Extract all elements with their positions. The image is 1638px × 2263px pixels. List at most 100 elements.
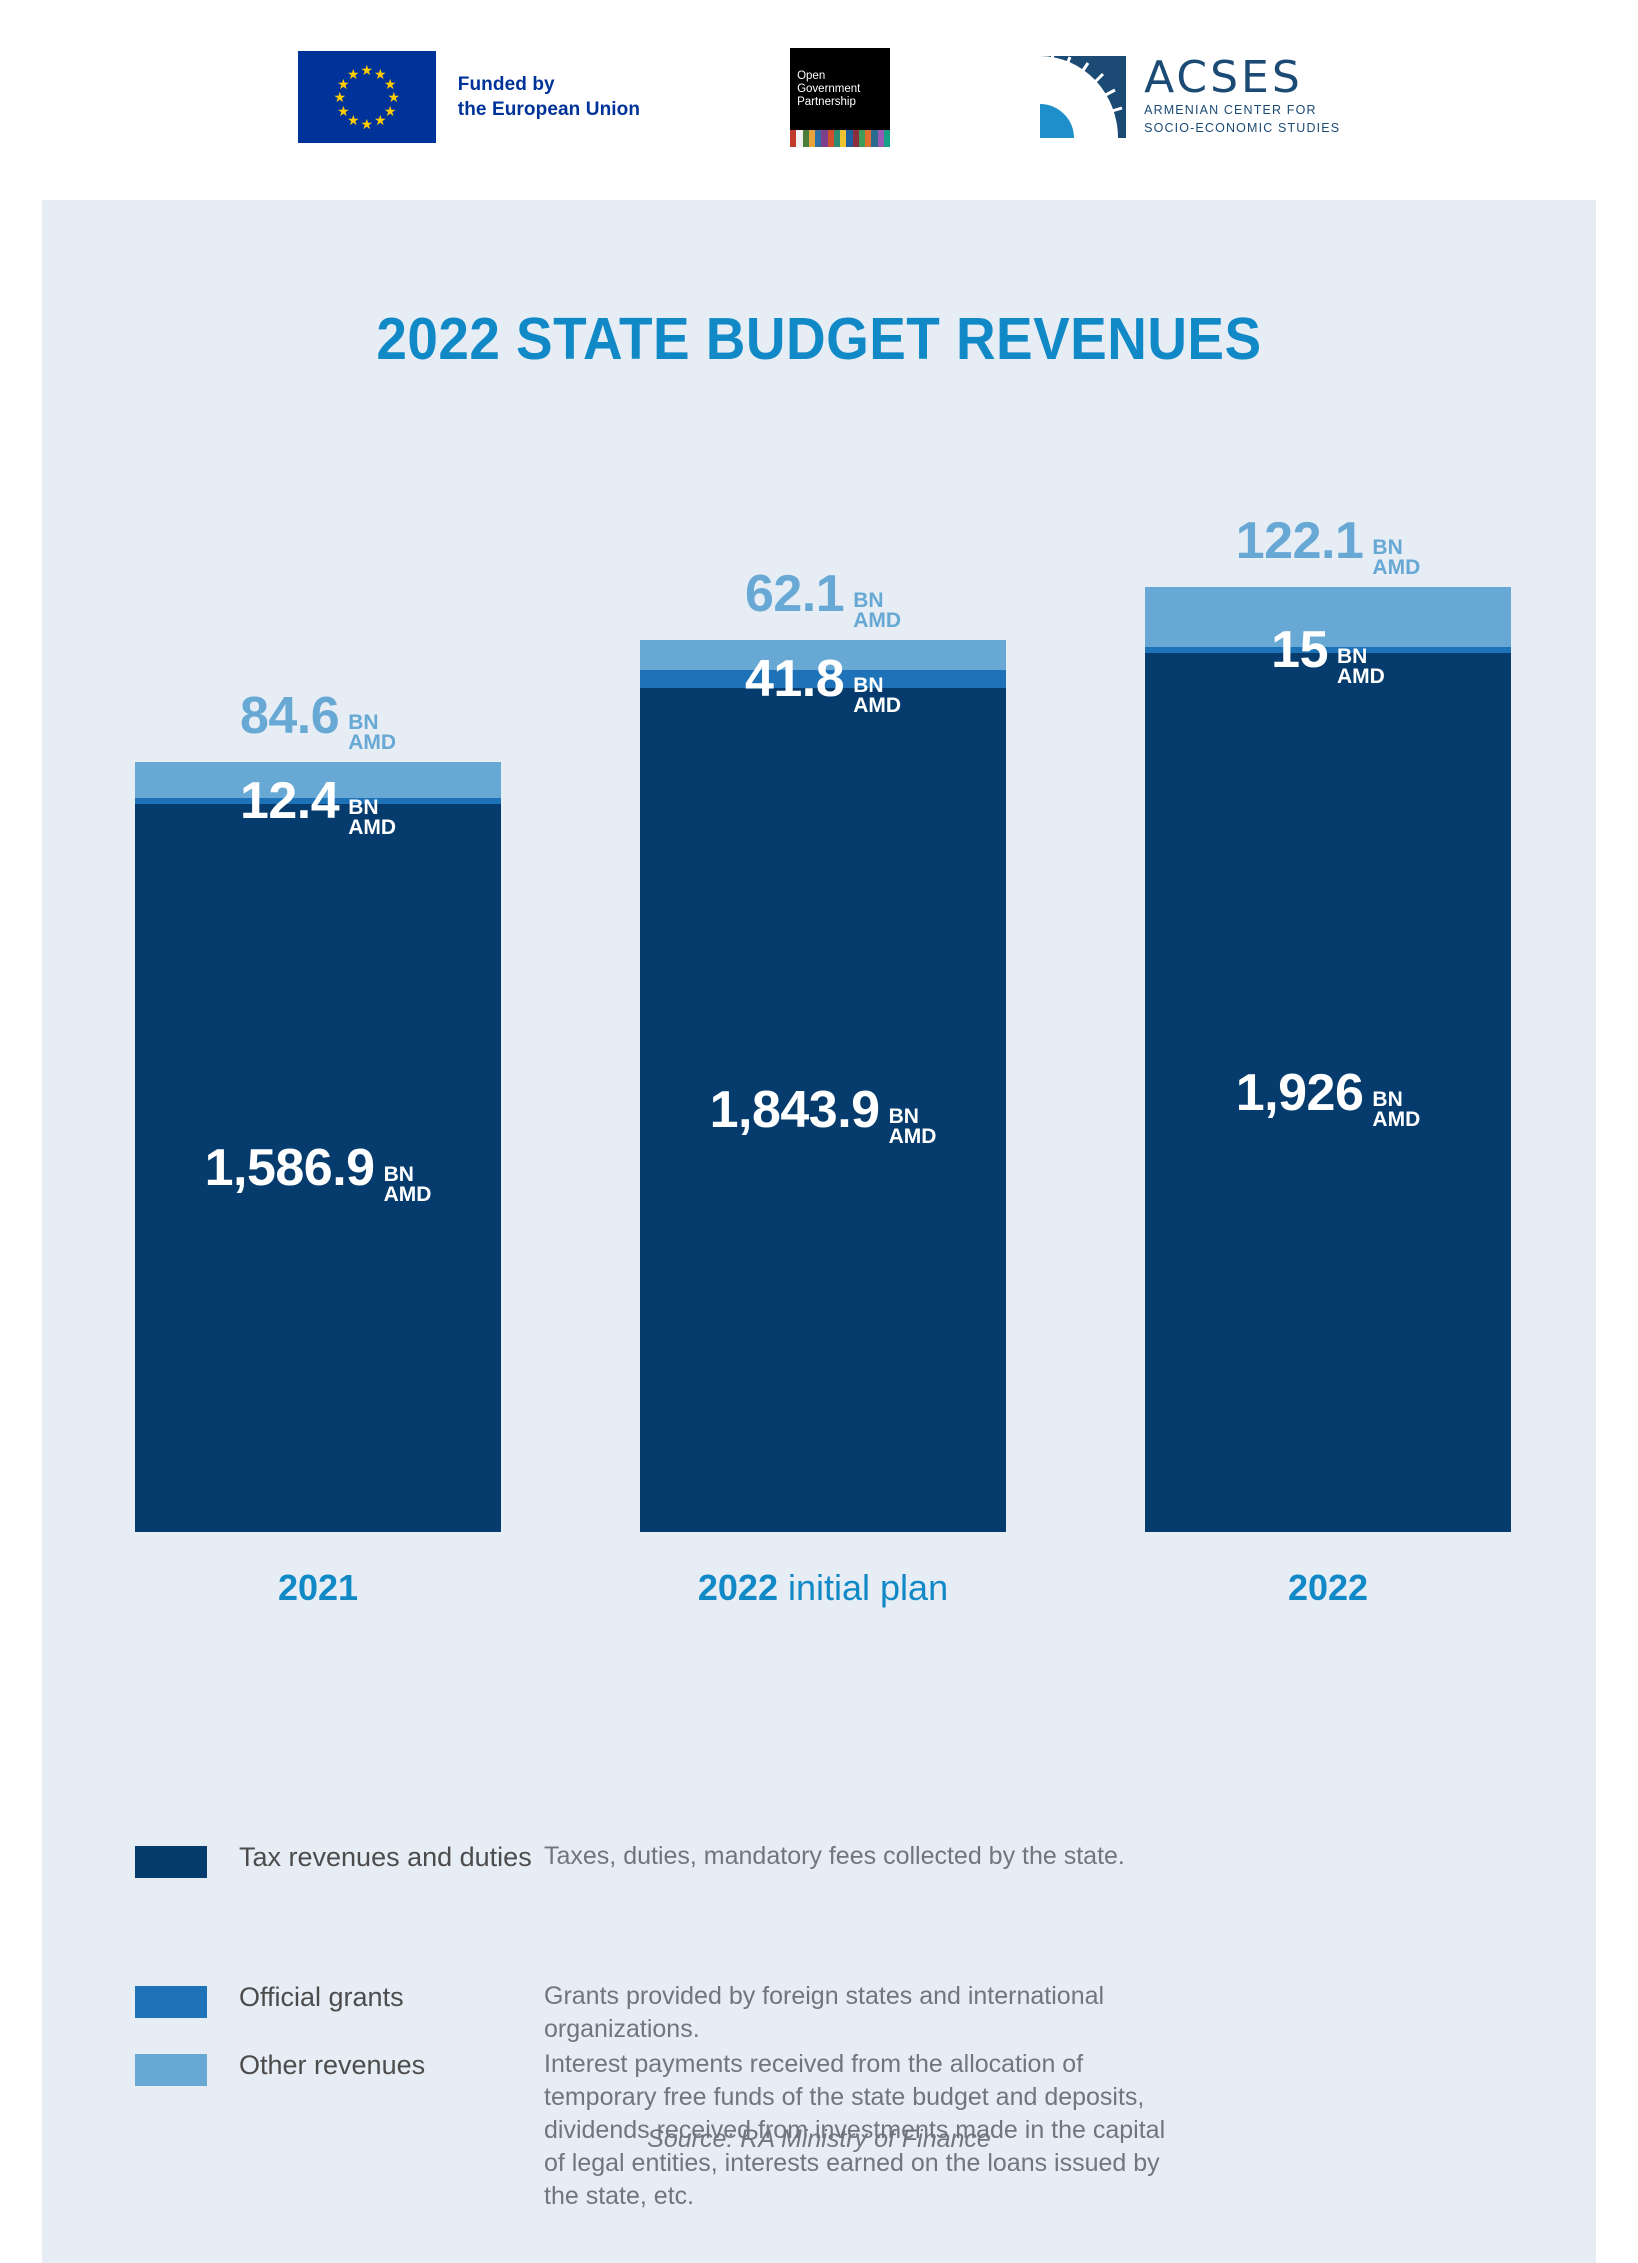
ogp-stripe	[865, 129, 872, 147]
eu-star-icon: ★	[333, 89, 347, 105]
unit-line2: AMD	[1372, 556, 1421, 579]
bar-category-label: 2022	[1145, 1567, 1511, 1609]
unit-label: BN AMD	[853, 589, 902, 632]
bar-group: 122.1 BN AMD 15 BN AMD 1,926 BN AMD 2022	[1145, 200, 1511, 1792]
legend-label: Other revenues	[239, 2050, 426, 2080]
unit-label: BN AMD	[348, 711, 397, 754]
legend-label: Official grants	[239, 1982, 404, 2012]
unit-line2: AMD	[348, 731, 397, 754]
infographic-panel: 2022 STATE BUDGET REVENUES 84.6 BN AMD 12.4…	[42, 200, 1596, 2263]
bar-segment-tax-revenues[interactable]	[640, 688, 1006, 1532]
bar-segment-official-grants[interactable]	[135, 798, 501, 804]
bar-segment-official-grants[interactable]	[1145, 647, 1511, 653]
eu-star-icon: ★	[387, 89, 401, 105]
eu-star-icon: ★	[337, 75, 350, 92]
stacked-bar-chart: 84.6 BN AMD 12.4 BN AMD 1,586.9 BN AMD 2021 62.1 BN…	[42, 200, 1596, 2263]
ogp-stripe	[827, 129, 834, 147]
acses-sub-line1: ARMENIAN CENTER FOR	[1144, 103, 1317, 117]
ogp-stripe	[846, 129, 853, 147]
acses-sub-line2: SOCIO-ECONOMIC STUDIES	[1144, 121, 1341, 135]
eu-star-icon: ★	[373, 65, 387, 82]
acses-logo: ACSES ARMENIAN CENTER FOR SOCIO-ECONOMIC…	[1040, 56, 1340, 138]
bar-group: 62.1 BN AMD 41.8 BN AMD 1,843.9 BN AMD 2022 initi…	[640, 200, 1006, 1792]
page-title: 2022 STATE BUDGET REVENUES	[376, 306, 1262, 372]
bar-segment-tax-revenues[interactable]	[1145, 653, 1511, 1532]
ogp-stripe	[808, 129, 816, 147]
other-revenues-value: 84.6	[239, 687, 340, 745]
acses-name: ACSES	[1144, 52, 1303, 103]
eu-star-icon: ★	[360, 62, 374, 78]
open-government-partnership-logo: Open Government Partnership	[790, 47, 891, 147]
unit-line1: BN	[348, 711, 379, 734]
other-revenues-value: 62.1	[744, 565, 845, 623]
bar-segment-other-revenues[interactable]	[135, 762, 501, 798]
ogp-stripe	[796, 129, 803, 147]
ogp-stripe	[858, 129, 866, 147]
unit-label: BN AMD	[1372, 536, 1421, 579]
source-note: Source: RA Ministry of Finance	[647, 2125, 991, 2153]
eu-star-icon: ★	[373, 112, 387, 129]
bar-segment-other-revenues[interactable]	[1145, 587, 1511, 647]
legend-color-swatch	[135, 1986, 207, 2018]
legend-description: Grants provided by foreign states and in…	[544, 1982, 1105, 2043]
ogp-stripe	[883, 129, 891, 147]
legend-row[interactable]: Official grants Grants provided by foreig…	[42, 1980, 1596, 2046]
category-label-strong: 2021	[277, 1567, 359, 1608]
ogp-stripe	[802, 129, 809, 147]
ogp-stripe	[852, 129, 859, 147]
eu-star-icon: ★	[383, 75, 397, 92]
ogp-stripe	[833, 129, 841, 147]
legend-color-swatch	[135, 1846, 207, 1878]
ogp-line2: Government	[797, 82, 861, 95]
stacked-bar[interactable]	[640, 640, 1006, 1532]
ogp-line1: Open	[797, 69, 826, 82]
other-revenues-total-label: 62.1 BN AMD	[640, 564, 1006, 635]
ogp-black-box: Open Government Partnership	[790, 47, 891, 130]
other-revenues-total-label: 84.6 BN AMD	[135, 686, 501, 757]
bar-category-label: 2021	[135, 1567, 501, 1609]
unit-line1: BN	[1372, 536, 1403, 559]
bar-segment-official-grants[interactable]	[640, 670, 1006, 688]
ogp-stripe	[877, 129, 884, 147]
legend-row[interactable]: Tax revenues and duties Taxes, duties, ma…	[42, 1840, 1596, 1878]
ogp-stripe	[840, 129, 847, 147]
legend-color-swatch	[135, 2054, 207, 2086]
category-label-light: initial plan	[777, 1567, 949, 1608]
legend-description: Interest payments received from the allo…	[544, 2050, 1166, 2210]
eu-star-icon: ★	[346, 112, 360, 129]
unit-line2: AMD	[853, 609, 902, 632]
ogp-stripe	[871, 129, 878, 147]
logo-strip: ★ ★ ★ ★ ★ ★ ★ ★ ★ ★ ★ ★ Funded by the European Unio…	[0, 42, 1638, 152]
stacked-bar[interactable]	[1145, 587, 1511, 1532]
ogp-stripe	[815, 129, 822, 147]
eu-star-icon: ★	[346, 65, 360, 82]
acses-fan-mark-icon	[1040, 56, 1127, 138]
eu-funding-line2: the European Union	[457, 99, 641, 120]
acses-wordmark: ACSES ARMENIAN CENTER FOR SOCIO-ECONOMIC…	[1144, 56, 1340, 138]
category-label-strong: 2022	[697, 1567, 778, 1608]
ogp-line3: Partnership	[797, 95, 856, 108]
eu-star-icon: ★	[337, 102, 350, 119]
ogp-stripe	[790, 129, 797, 147]
eu-funding-logo: ★ ★ ★ ★ ★ ★ ★ ★ ★ ★ ★ ★ Funded by the European Unio…	[297, 51, 640, 143]
bar-group: 84.6 BN AMD 12.4 BN AMD 1,586.9 BN AMD 2021	[135, 200, 501, 1792]
logo-header: ★ ★ ★ ★ ★ ★ ★ ★ ★ ★ ★ ★ Funded by the European Unio…	[0, 0, 1638, 200]
legend-label: Tax revenues and duties	[239, 1842, 532, 1872]
eu-star-icon: ★	[360, 116, 374, 132]
bar-category-label: 2022 initial plan	[640, 1567, 1006, 1609]
unit-line1: BN	[853, 589, 884, 612]
other-revenues-total-label: 122.1 BN AMD	[1145, 511, 1511, 582]
legend-description: Taxes, duties, mandatory fees collected …	[544, 1842, 1125, 1870]
bar-segment-other-revenues[interactable]	[640, 640, 1006, 670]
eu-flag-icon: ★ ★ ★ ★ ★ ★ ★ ★ ★ ★ ★ ★	[297, 51, 436, 143]
eu-star-icon: ★	[383, 102, 397, 119]
ogp-color-stripes-icon	[790, 129, 891, 147]
eu-funding-text: Funded by the European Union	[458, 72, 640, 122]
eu-funding-line1: Funded by	[457, 73, 555, 95]
legend-row[interactable]: Other revenues Interest payments received…	[42, 2048, 1596, 2213]
category-label-strong: 2022	[1287, 1567, 1369, 1608]
bar-segment-tax-revenues[interactable]	[135, 804, 501, 1532]
stacked-bar[interactable]	[135, 762, 501, 1532]
ogp-stripe	[821, 129, 828, 147]
other-revenues-value: 122.1	[1235, 512, 1364, 570]
